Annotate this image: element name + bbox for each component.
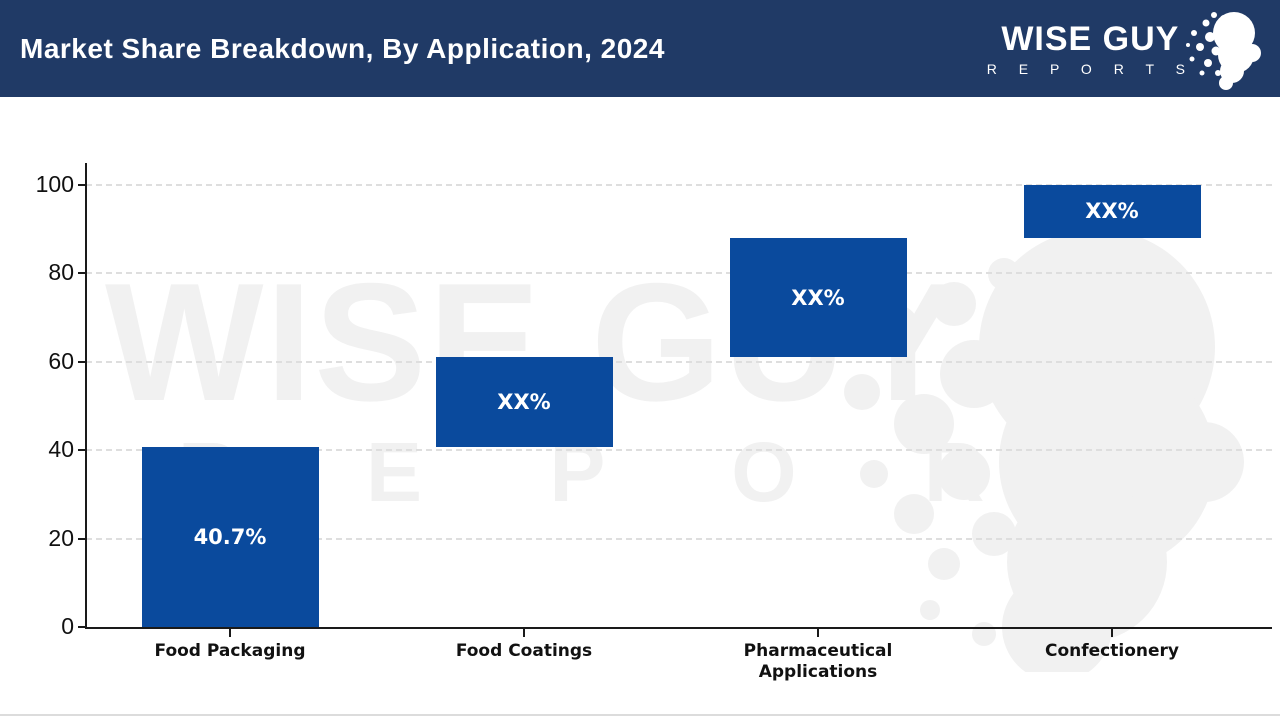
bar-confectionery: XX% <box>1023 184 1201 239</box>
y-tick-mark <box>78 626 86 628</box>
logo-line2: R E P O R T S <box>986 61 1194 77</box>
x-axis-spine <box>85 627 1272 629</box>
x-tick-mark <box>817 629 819 637</box>
gridline-y-60 <box>86 360 1272 363</box>
bar-value-label: XX% <box>791 285 845 310</box>
y-tick-mark <box>78 272 86 274</box>
gridline-y-20 <box>86 537 1272 540</box>
header-bar: Market Share Breakdown, By Application, … <box>0 0 1280 97</box>
y-tick-label: 0 <box>61 613 74 639</box>
bar-food-packaging: 40.7% <box>141 446 319 627</box>
y-tick-label: 100 <box>35 170 74 197</box>
x-category-label: Pharmaceutical Applications <box>743 641 893 682</box>
bar-value-label: XX% <box>1085 199 1139 224</box>
y-tick-label: 80 <box>48 259 74 285</box>
y-tick-mark <box>78 537 86 540</box>
footer-divider <box>0 714 1280 716</box>
x-tick-mark <box>523 629 525 637</box>
logo-line1: WISE GUY <box>1001 20 1180 58</box>
y-tick-label: 60 <box>48 347 74 374</box>
wiseguy-logo: WISE GUY R E P O R T S <box>987 3 1272 95</box>
logo-wordmark: WISE GUY R E P O R T S <box>987 20 1194 77</box>
x-category-label: Food Packaging <box>154 641 306 661</box>
bar-pharmaceutical-applications: XX% <box>729 238 907 358</box>
watermark-head-icon <box>844 229 1244 672</box>
y-tick-mark <box>78 360 86 363</box>
bar-value-label: 40.7% <box>193 524 267 549</box>
y-tick-mark <box>78 449 86 451</box>
y-tick-label: 20 <box>48 524 74 551</box>
bar-value-label: XX% <box>497 389 551 414</box>
gridline-y-40 <box>86 449 1272 451</box>
y-axis-spine <box>85 163 87 629</box>
x-tick-mark <box>1111 629 1113 637</box>
gridline-y-100 <box>86 183 1272 186</box>
x-category-label: Confectionery <box>1045 641 1179 661</box>
bar-food-coatings: XX% <box>435 357 613 447</box>
page-title: Market Share Breakdown, By Application, … <box>20 32 665 64</box>
x-category-label: Food Coatings <box>455 641 593 661</box>
x-tick-mark <box>229 629 231 637</box>
gridline-y-80 <box>86 272 1272 274</box>
y-tick-mark <box>78 183 86 186</box>
wiseguy-head-icon <box>1186 11 1261 90</box>
y-tick-label: 40 <box>48 436 74 462</box>
